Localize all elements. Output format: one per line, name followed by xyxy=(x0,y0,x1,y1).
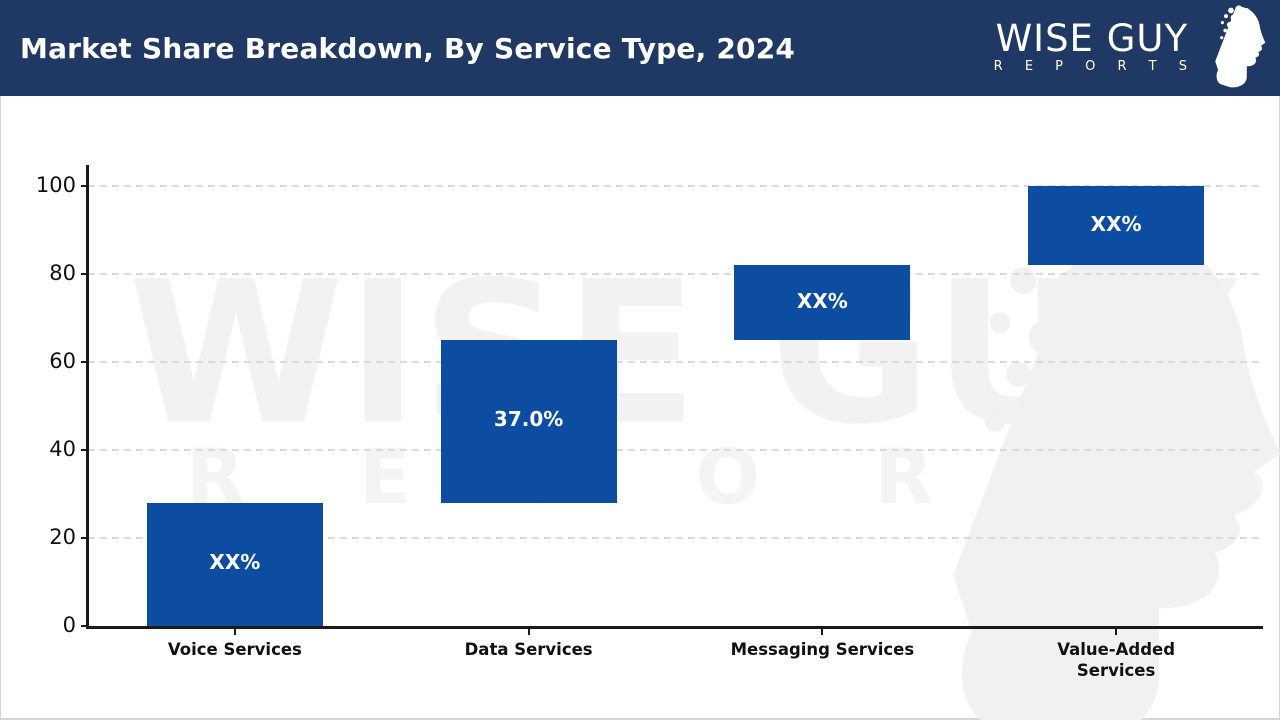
y-axis-tick xyxy=(81,273,88,275)
x-axis-tick xyxy=(233,628,236,635)
bar-3: XX% xyxy=(734,265,911,340)
header-bar: Market Share Breakdown, By Service Type,… xyxy=(0,0,1280,96)
x-category-label: Voice Services xyxy=(167,640,302,659)
y-axis-tick xyxy=(81,185,88,187)
y-axis-tick xyxy=(81,537,88,539)
gridline-20 xyxy=(88,537,1263,539)
y-axis-line xyxy=(86,165,89,628)
y-axis-tick xyxy=(81,625,88,627)
y-tick-label: 0 xyxy=(62,613,76,637)
page-title: Market Share Breakdown, By Service Type,… xyxy=(20,31,796,65)
y-axis-tick xyxy=(81,361,88,363)
y-axis-tick xyxy=(81,449,88,451)
gridline-100 xyxy=(88,185,1263,187)
y-tick-label: 20 xyxy=(49,525,76,549)
wise-guy-reports-logo: WISE GUY R E P O R T S xyxy=(988,4,1270,90)
gridline-80 xyxy=(88,273,1263,275)
x-category-label: Messaging Services xyxy=(730,640,915,659)
x-axis-tick xyxy=(1115,628,1118,635)
bar-2: 37.0% xyxy=(440,340,617,503)
x-axis-line xyxy=(86,626,1263,629)
y-tick-label: 60 xyxy=(49,349,76,373)
logo-text: WISE GUY R E P O R T S xyxy=(988,16,1196,75)
bar-1: XX% xyxy=(146,502,323,626)
y-tick-label: 40 xyxy=(49,437,76,461)
gridline-60 xyxy=(88,361,1263,363)
bar-4: XX% xyxy=(1028,186,1205,266)
bar-value-label: XX% xyxy=(1090,211,1142,236)
x-category-label: Data Services xyxy=(464,640,593,659)
x-category-label: Value-Added Services xyxy=(1057,640,1176,680)
x-axis-tick xyxy=(821,628,824,635)
logo-wordmark: WISE GUY xyxy=(995,16,1189,60)
bar-value-label: XX% xyxy=(209,550,261,575)
y-tick-label: 80 xyxy=(49,261,76,285)
logo-subtitle: R E P O R T S xyxy=(993,59,1196,75)
gridline-40 xyxy=(88,449,1263,451)
bar-value-label: 37.0% xyxy=(493,407,564,432)
x-axis-tick xyxy=(527,628,530,635)
bar-value-label: XX% xyxy=(796,288,848,313)
y-tick-label: 100 xyxy=(35,173,76,197)
